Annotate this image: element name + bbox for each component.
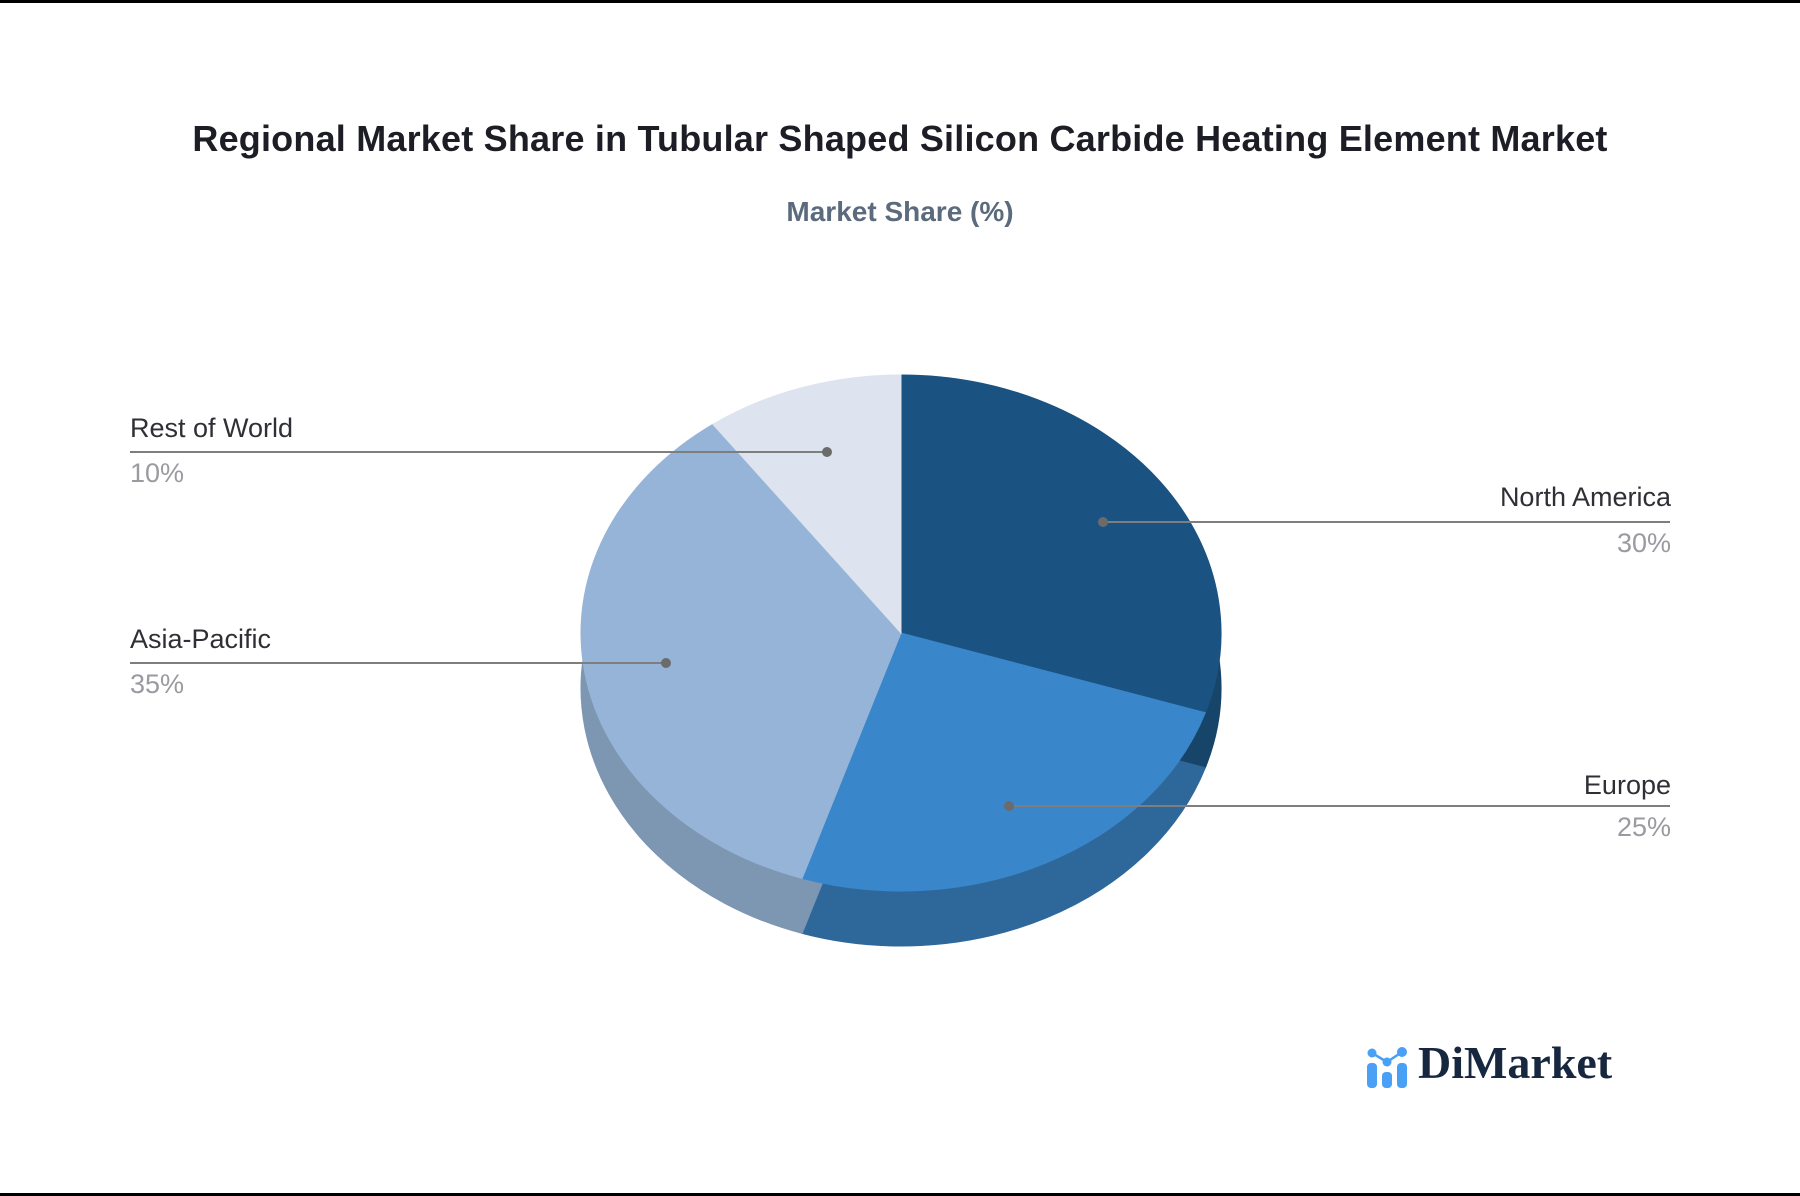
pie-slice-asia-pacific (580, 423, 902, 879)
anchor-dot-asia-pacific (661, 658, 671, 668)
pie-slice-rest-of-world (712, 374, 902, 635)
pie-slice-europe (801, 632, 1207, 892)
callout-pct-asia-pacific: 35% (130, 669, 185, 699)
page-title: Regional Market Share in Tubular Shaped … (192, 118, 1608, 159)
callout-label-rest-of-world: Rest of World (130, 413, 294, 443)
leader-line-rest-of-world (130, 451, 827, 453)
callout-pct-rest-of-world: 10% (130, 458, 185, 488)
callout-label-north-america: North America (1499, 482, 1671, 512)
callout-pct-europe: 25% (1616, 812, 1671, 842)
top-border (0, 0, 1800, 3)
anchor-dot-europe (1004, 801, 1014, 811)
bar-chart-icon (1367, 1047, 1407, 1088)
brand-logo: DiMarket (1363, 1038, 1612, 1088)
anchor-dot-north-america (1098, 517, 1108, 527)
leader-line-europe (1009, 805, 1670, 807)
callout-label-asia-pacific: Asia-Pacific (130, 624, 272, 654)
page-subtitle: Market Share (%) (786, 196, 1014, 227)
bottom-border (0, 1193, 1800, 1196)
pie-slice-north-america (900, 374, 1222, 714)
anchor-dot-rest-of-world (822, 447, 832, 457)
leader-line-north-america (1103, 521, 1670, 523)
callout-label-europe: Europe (1583, 770, 1671, 800)
callout-pct-north-america: 30% (1616, 528, 1671, 558)
brand-logo-text: DiMarket (1418, 1037, 1613, 1088)
leader-line-asia-pacific (130, 662, 666, 664)
